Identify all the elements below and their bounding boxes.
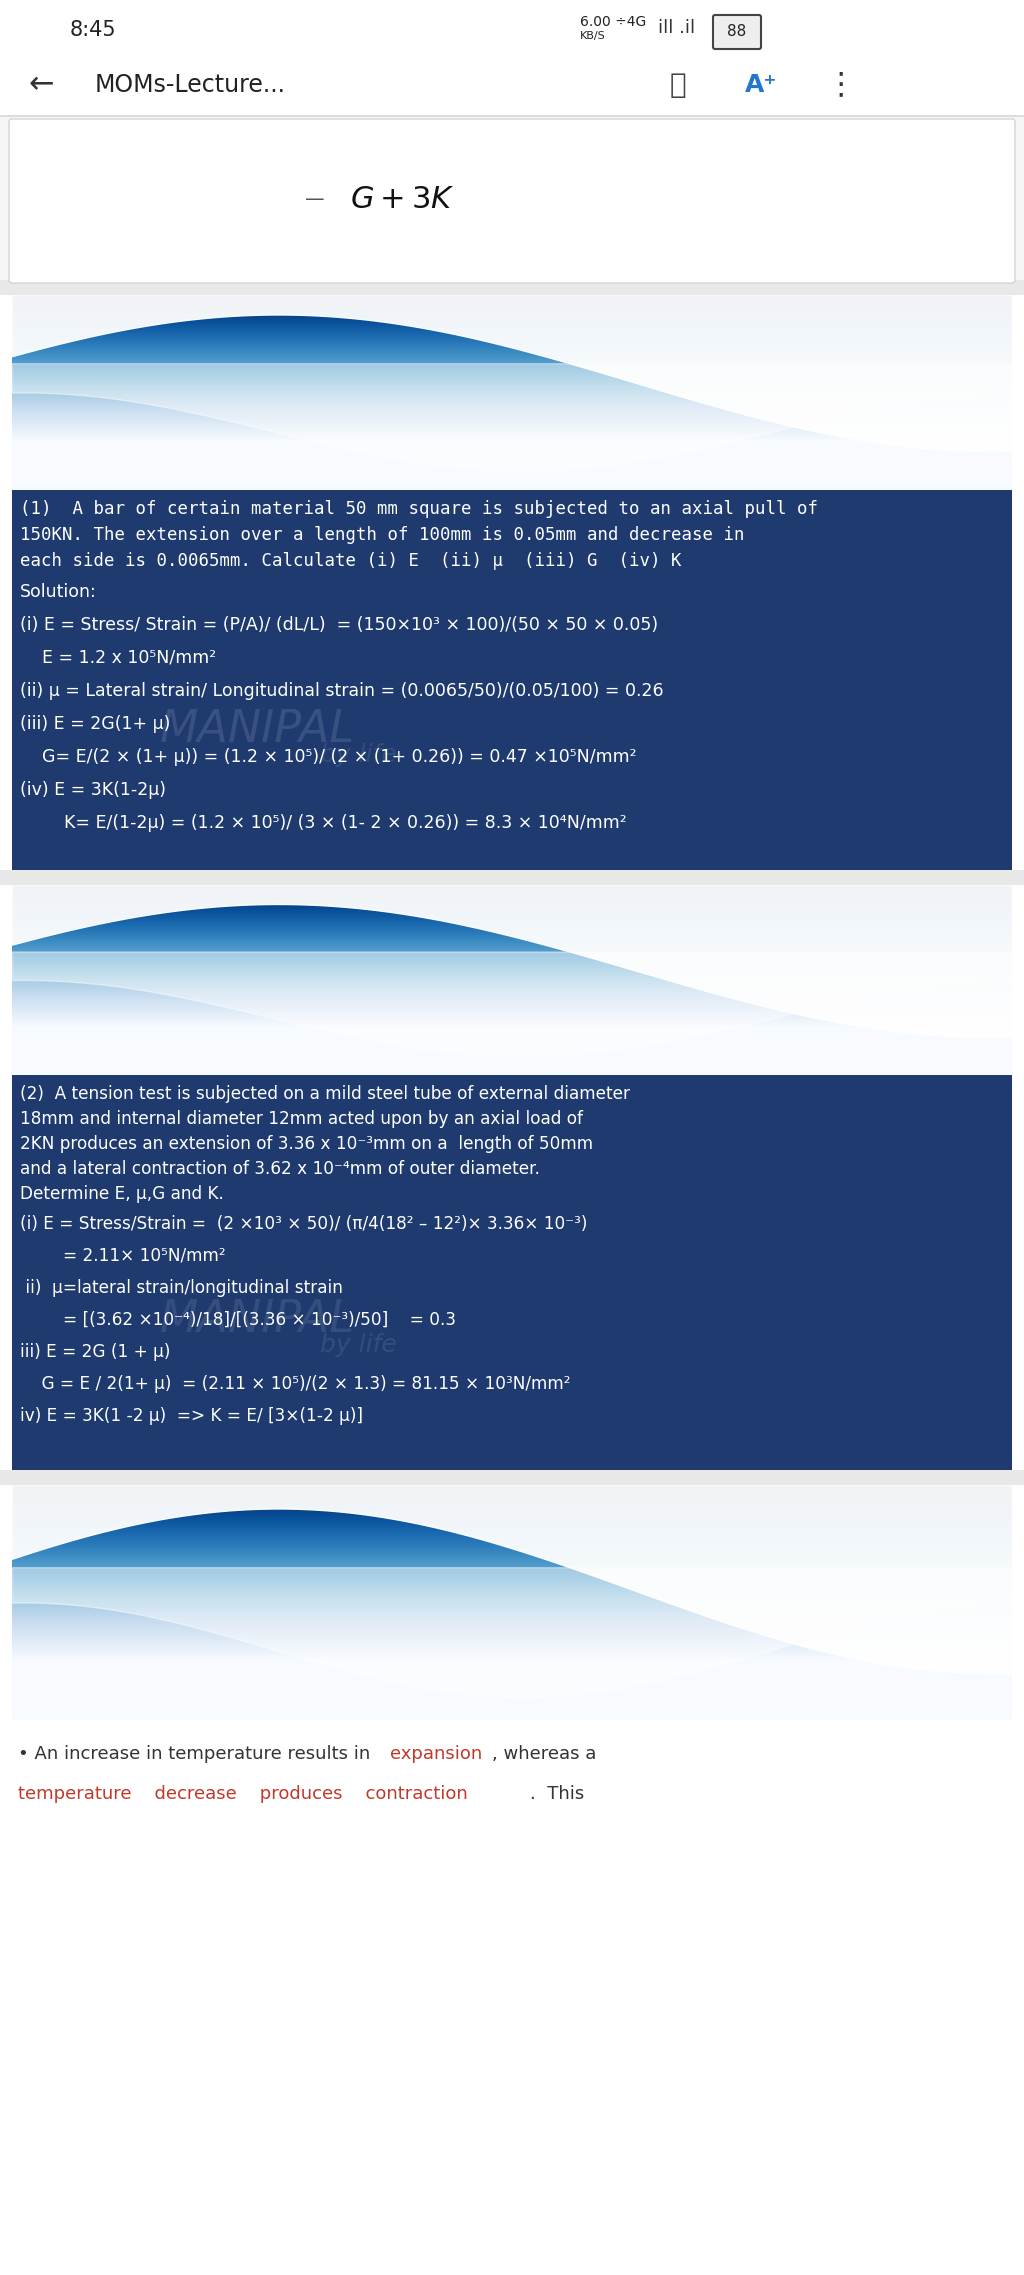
Text: temperature    decrease    produces    contraction: temperature decrease produces contractio… — [18, 1786, 468, 1804]
Text: E = 1.2 x 10⁵N/mm²: E = 1.2 x 10⁵N/mm² — [20, 648, 216, 667]
Bar — [0, 55, 1024, 116]
Text: = [(3.62 ×10⁻⁴)/18]/[(3.36 × 10⁻³)/50]    = 0.3: = [(3.62 ×10⁻⁴)/18]/[(3.36 × 10⁻³)/50] =… — [20, 1310, 456, 1329]
Text: expansion: expansion — [390, 1745, 482, 1763]
Text: (1)  A bar of certain material 50 mm square is subjected to an axial pull of: (1) A bar of certain material 50 mm squa… — [20, 500, 818, 519]
Bar — [0, 1720, 1024, 2275]
Bar — [0, 280, 1024, 296]
Text: 18mm and internal diameter 12mm acted upon by an axial load of: 18mm and internal diameter 12mm acted up… — [20, 1110, 583, 1128]
Text: (i) E = Stress/Strain =  (2 ×10³ × 50)/ (π/4(18² – 12²)× 3.36× 10⁻³): (i) E = Stress/Strain = (2 ×10³ × 50)/ (… — [20, 1215, 588, 1233]
Text: = 2.11× 10⁵N/mm²: = 2.11× 10⁵N/mm² — [20, 1247, 225, 1265]
Text: .  This: . This — [530, 1786, 585, 1804]
Text: Thermal Stresses: Thermal Stresses — [335, 1629, 689, 1663]
Text: (2)  A tension test is subjected on a mild steel tube of external diameter: (2) A tension test is subjected on a mil… — [20, 1085, 630, 1103]
Text: (iii) E = 2G(1+ μ): (iii) E = 2G(1+ μ) — [20, 714, 170, 733]
Text: ⌕: ⌕ — [670, 71, 687, 100]
Text: and a lateral contraction of 3.62 x 10⁻⁴mm of outer diameter.: and a lateral contraction of 3.62 x 10⁻⁴… — [20, 1160, 540, 1178]
Text: K= E/(1-2μ) = (1.2 × 10⁵)/ (3 × (1- 2 × 0.26)) = 8.3 × 10⁴N/mm²: K= E/(1-2μ) = (1.2 × 10⁵)/ (3 × (1- 2 × … — [20, 814, 627, 833]
Text: each side is 0.0065mm. Calculate (i) E  (ii) μ  (iii) G  (iv) K: each side is 0.0065mm. Calculate (i) E (… — [20, 553, 682, 571]
Text: KB/S: KB/S — [580, 32, 606, 41]
Text: by life: by life — [319, 1333, 396, 1356]
Text: G= E/(2 × (1+ μ)) = (1.2 × 10⁵)/ (2 × (1+ 0.26)) = 0.47 ×10⁵N/mm²: G= E/(2 × (1+ μ)) = (1.2 × 10⁵)/ (2 × (1… — [20, 748, 637, 767]
Bar — [0, 116, 1024, 280]
Text: Determine E, μ,G and K.: Determine E, μ,G and K. — [20, 1185, 224, 1203]
Bar — [12, 489, 1012, 869]
FancyBboxPatch shape — [9, 118, 1015, 282]
Text: (ii) μ = Lateral strain/ Longitudinal strain = (0.0065/50)/(0.05/100) = 0.26: (ii) μ = Lateral strain/ Longitudinal st… — [20, 682, 664, 701]
Text: Example Problem-2: Example Problem-2 — [330, 1003, 694, 1037]
Text: A⁺: A⁺ — [745, 73, 777, 98]
Bar — [0, 0, 1024, 55]
Text: 88: 88 — [727, 25, 746, 39]
Text: G = E / 2(1+ μ)  = (2.11 × 10⁵)/(2 × 1.3) = 81.15 × 10³N/mm²: G = E / 2(1+ μ) = (2.11 × 10⁵)/(2 × 1.3)… — [20, 1374, 570, 1392]
Text: ⋮: ⋮ — [825, 71, 855, 100]
Text: $G + 3K$: $G + 3K$ — [350, 184, 455, 216]
Text: Solution:: Solution: — [20, 582, 96, 601]
Text: Example Problem-1: Example Problem-1 — [330, 414, 694, 446]
Text: (i) E = Stress/ Strain = (P/A)/ (dL/L)  = (150×10³ × 100)/(50 × 50 × 0.05): (i) E = Stress/ Strain = (P/A)/ (dL/L) =… — [20, 617, 658, 635]
Text: 8:45: 8:45 — [70, 20, 117, 41]
Text: ii)  μ=lateral strain/longitudinal strain: ii) μ=lateral strain/longitudinal strain — [20, 1279, 343, 1297]
Bar — [0, 869, 1024, 885]
Text: ill .il: ill .il — [658, 18, 695, 36]
Text: MANIPAL: MANIPAL — [160, 1299, 355, 1342]
Text: • An increase in temperature results in: • An increase in temperature results in — [18, 1745, 376, 1763]
Text: iv) E = 3K(1 -2 μ)  => K = E/ [3×(1-2 μ)]: iv) E = 3K(1 -2 μ) => K = E/ [3×(1-2 μ)] — [20, 1406, 362, 1424]
Text: 6.00 ÷4G: 6.00 ÷4G — [580, 16, 646, 30]
Bar — [0, 1470, 1024, 1486]
Bar — [12, 1076, 1012, 1470]
FancyBboxPatch shape — [713, 16, 761, 50]
Text: 2KN produces an extension of 3.36 x 10⁻³mm on a  length of 50mm: 2KN produces an extension of 3.36 x 10⁻³… — [20, 1135, 593, 1153]
Text: (iv) E = 3K(1-2μ): (iv) E = 3K(1-2μ) — [20, 780, 166, 799]
Text: MANIPAL: MANIPAL — [160, 708, 355, 751]
Text: 150KN. The extension over a length of 100mm is 0.05mm and decrease in: 150KN. The extension over a length of 10… — [20, 526, 744, 544]
Text: ←: ← — [28, 71, 53, 100]
Text: iii) E = 2G (1 + μ): iii) E = 2G (1 + μ) — [20, 1342, 170, 1360]
Text: by life: by life — [319, 744, 396, 767]
Text: MOMs-Lecture...: MOMs-Lecture... — [95, 73, 286, 98]
Text: , whereas a: , whereas a — [492, 1745, 596, 1763]
Text: —: — — [305, 191, 325, 209]
